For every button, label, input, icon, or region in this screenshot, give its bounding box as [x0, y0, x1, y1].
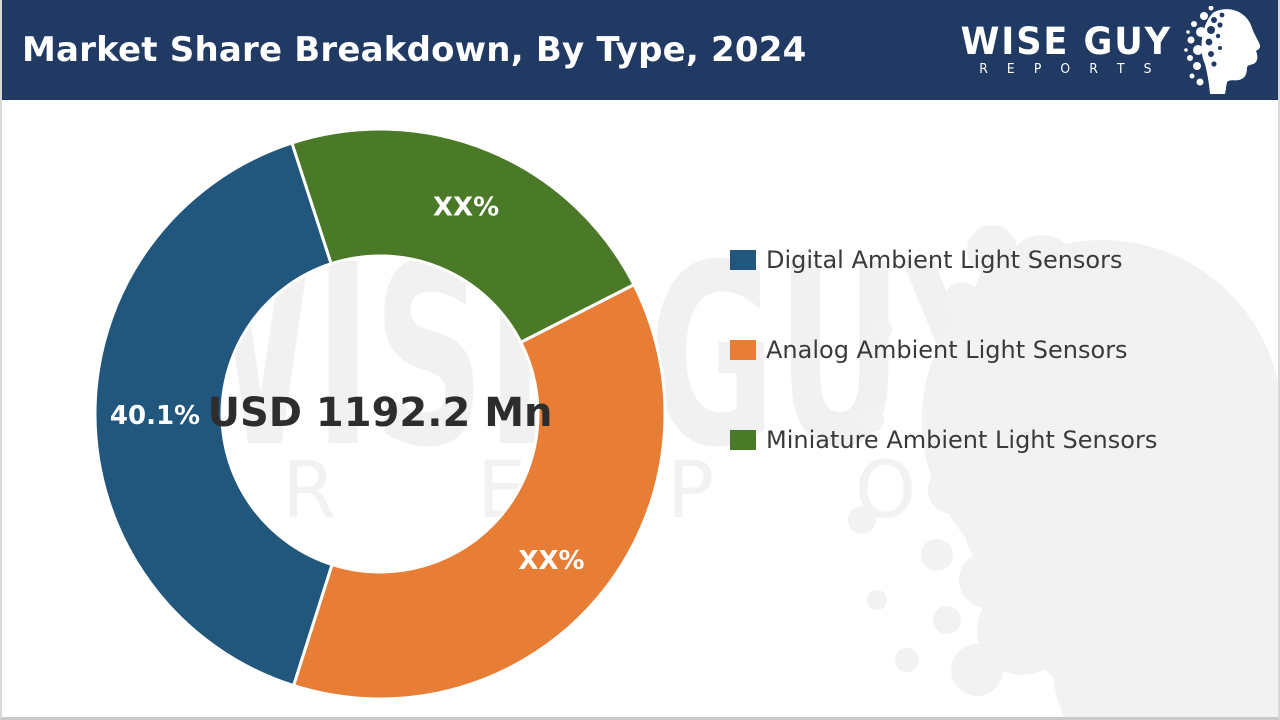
- legend-item-digital: Digital Ambient Light Sensors: [730, 246, 1157, 274]
- logo-head-icon: [1184, 6, 1260, 94]
- logo-wordmark: WISE GUY: [960, 19, 1173, 63]
- legend: Digital Ambient Light Sensors Analog Amb…: [730, 246, 1158, 517]
- logo-text: WISE GUY R E P O R T S: [960, 19, 1173, 78]
- donut-slice-0: [93, 141, 334, 688]
- slice-value-label: XX%: [518, 546, 584, 576]
- legend-label: Miniature Ambient Light Sensors: [766, 426, 1158, 454]
- donut-slice-2: [290, 127, 636, 344]
- wise-guy-logo: WISE GUY R E P O R T S: [955, 6, 1260, 94]
- logo-subtitle: R E P O R T S: [979, 62, 1160, 78]
- legend-label: Analog Ambient Light Sensors: [766, 336, 1128, 364]
- legend-item-analog: Analog Ambient Light Sensors: [730, 336, 1157, 364]
- legend-swatch-digital: [730, 250, 756, 270]
- header: Market Share Breakdown, By Type, 2024 WI…: [2, 0, 1278, 100]
- slice-value-label: 40.1%: [110, 401, 200, 431]
- chart-area: WISE GUY R E P O R T S: [2, 100, 1278, 717]
- legend-swatch-analog: [730, 340, 756, 360]
- legend-swatch-miniature: [730, 430, 756, 450]
- donut-chart: 40.1% XX% XX%: [93, 127, 667, 701]
- page-title: Market Share Breakdown, By Type, 2024: [22, 30, 807, 70]
- donut-slice-1: [292, 283, 667, 701]
- donut-center-value: USD 1192.2 Mn: [207, 390, 553, 436]
- legend-item-miniature: Miniature Ambient Light Sensors: [730, 426, 1158, 454]
- slice-value-label: XX%: [433, 192, 499, 222]
- legend-label: Digital Ambient Light Sensors: [766, 246, 1123, 274]
